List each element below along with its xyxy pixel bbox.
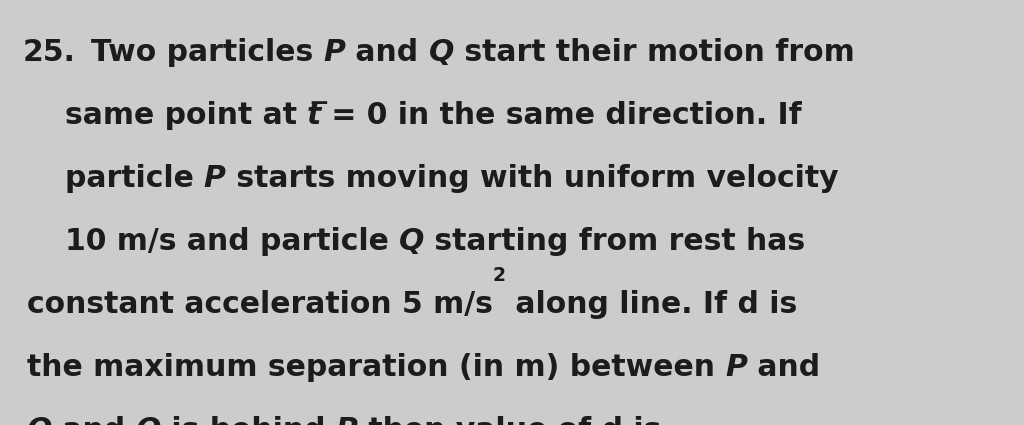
Text: = 0 in the same direction. If: = 0 in the same direction. If	[322, 101, 802, 130]
Text: Q: Q	[27, 416, 52, 425]
Text: P: P	[204, 164, 225, 193]
Text: P: P	[336, 416, 357, 425]
Text: starting from rest has: starting from rest has	[424, 227, 805, 256]
Text: Q: Q	[135, 416, 161, 425]
Text: same point at: same point at	[65, 101, 307, 130]
Text: 25.: 25.	[23, 38, 76, 67]
Text: Two particles: Two particles	[91, 38, 324, 67]
Text: Q: Q	[398, 227, 424, 256]
Text: and: and	[746, 353, 820, 382]
Text: P: P	[324, 38, 345, 67]
Text: t: t	[307, 101, 322, 130]
Text: 2: 2	[493, 266, 506, 286]
Text: constant acceleration 5 m/s: constant acceleration 5 m/s	[27, 290, 493, 319]
Text: the maximum separation (in m) between: the maximum separation (in m) between	[27, 353, 725, 382]
Text: along line. If d is: along line. If d is	[506, 290, 798, 319]
Text: and: and	[52, 416, 135, 425]
Text: starts moving with uniform velocity: starts moving with uniform velocity	[225, 164, 839, 193]
Text: 10 m/s and particle: 10 m/s and particle	[65, 227, 398, 256]
Text: is behind: is behind	[161, 416, 336, 425]
Text: start their motion from: start their motion from	[454, 38, 855, 67]
Text: and: and	[345, 38, 429, 67]
Text: P: P	[725, 353, 746, 382]
Text: then value of d is: then value of d is	[357, 416, 662, 425]
Text: particle: particle	[65, 164, 204, 193]
Text: Q: Q	[429, 38, 454, 67]
